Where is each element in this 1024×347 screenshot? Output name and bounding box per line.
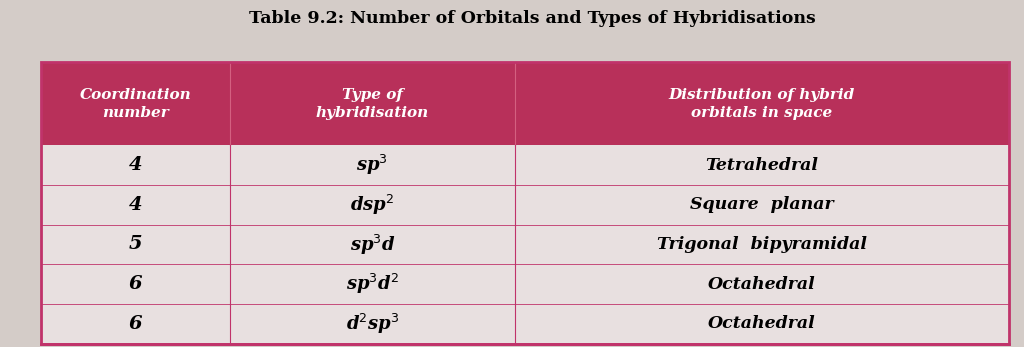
Text: Octahedral: Octahedral	[708, 315, 816, 332]
Text: Square  planar: Square planar	[690, 196, 834, 213]
Text: Coordination
number: Coordination number	[80, 88, 191, 120]
Bar	[41, 62, 1009, 145]
Text: Tetrahedral: Tetrahedral	[706, 157, 818, 174]
Text: 6: 6	[128, 275, 142, 293]
Text: Trigonal  bipyramidal: Trigonal bipyramidal	[656, 236, 867, 253]
Text: 5: 5	[128, 236, 142, 253]
Text: Distribution of hybrid
orbitals in space: Distribution of hybrid orbitals in space	[669, 88, 855, 120]
Bar	[41, 62, 1009, 344]
Text: d$^2$sp$^3$: d$^2$sp$^3$	[346, 312, 399, 336]
Text: sp$^3$d: sp$^3$d	[349, 232, 395, 256]
Text: sp$^3$: sp$^3$	[356, 153, 388, 177]
Text: 6: 6	[128, 315, 142, 333]
Text: Octahedral: Octahedral	[708, 276, 816, 293]
Text: 4: 4	[128, 196, 142, 214]
Text: dsp$^2$: dsp$^2$	[350, 193, 394, 217]
Text: Type of
hybridisation: Type of hybridisation	[315, 88, 429, 120]
Text: sp$^3$d$^2$: sp$^3$d$^2$	[346, 272, 399, 296]
Text: Table 9.2: Number of Orbitals and Types of Hybridisations: Table 9.2: Number of Orbitals and Types …	[249, 10, 816, 27]
Bar	[41, 62, 1009, 344]
Text: 4: 4	[128, 156, 142, 174]
